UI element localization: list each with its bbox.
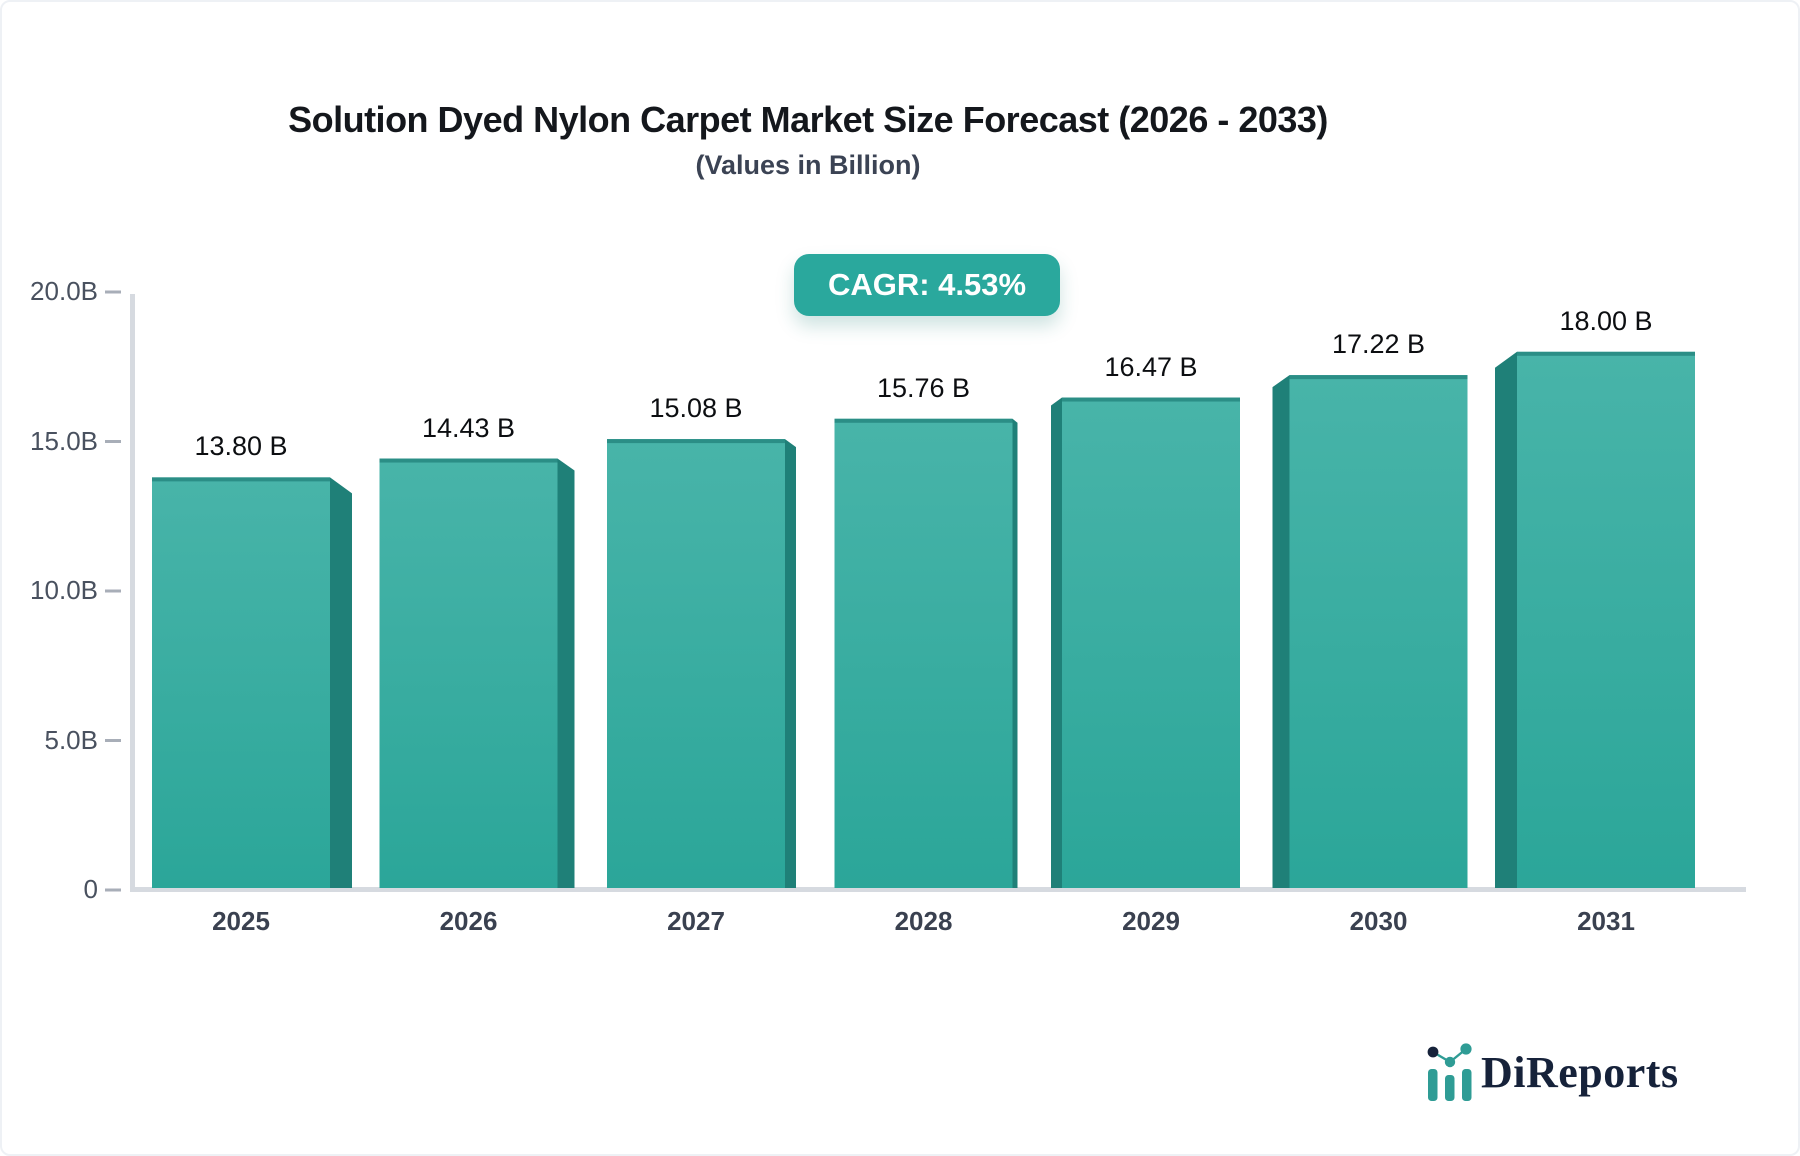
bar-front-face	[607, 439, 785, 888]
bar-value-label: 13.80 B	[194, 431, 288, 462]
bar-side-face	[785, 439, 796, 888]
chart-subtitle: (Values in Billion)	[695, 150, 921, 180]
bar-front-face	[1289, 375, 1468, 888]
x-axis-line	[130, 887, 1746, 892]
x-tick-label: 2029	[1122, 906, 1180, 936]
brand-logo: DiReports	[1426, 1034, 1679, 1110]
brand-chart-icon	[1427, 1043, 1472, 1101]
y-tick-mark	[105, 440, 121, 443]
bar-side-face	[1051, 397, 1062, 888]
bar-value-label: 18.00 B	[1559, 305, 1653, 336]
bar-top-edge	[1289, 375, 1468, 380]
y-tick-label: 20.0B	[30, 276, 98, 306]
x-tick-label: 2030	[1349, 906, 1408, 936]
bar-top-edge	[379, 458, 558, 463]
bar-top-edge	[152, 477, 330, 482]
x-tick-label: 2031	[1577, 906, 1635, 936]
y-tick-mark	[105, 589, 121, 593]
y-tick-label: 5.0B	[44, 724, 99, 755]
bar-front-face	[152, 477, 330, 888]
y-tick-label: 0	[83, 874, 98, 904]
bar-front-face	[1062, 397, 1240, 888]
chart-title: Solution Dyed Nylon Carpet Market Size F…	[288, 99, 1328, 140]
bar-front-face	[834, 418, 1013, 888]
bar-side-face	[557, 458, 575, 888]
axes	[105, 290, 1746, 892]
bar-value-label: 15.08 B	[649, 393, 743, 424]
x-tick-label: 2026	[439, 906, 498, 936]
y-tick-mark	[105, 290, 121, 294]
bar-top-edge	[834, 418, 1013, 423]
bar-side-face	[1012, 418, 1018, 888]
y-tick-label: 15.0B	[30, 425, 98, 456]
bar-front-face	[379, 458, 558, 888]
bar-value-label: 17.22 B	[1331, 329, 1426, 360]
bar-top-edge	[1062, 397, 1240, 402]
bar-top-edge	[1517, 351, 1695, 356]
x-tick-label: 2027	[667, 906, 725, 936]
bar-top-edge	[607, 439, 785, 444]
bar-side-face	[1495, 351, 1517, 888]
bar-side-face	[330, 477, 352, 888]
y-tick-mark	[105, 739, 121, 742]
bar-front-face	[1517, 351, 1695, 888]
bar-value-label: 14.43 B	[421, 412, 516, 443]
brand-name: DiReports	[1481, 1047, 1679, 1097]
x-tick-label: 2028	[894, 906, 953, 936]
y-tick-mark	[105, 888, 121, 892]
y-tick-label: 10.0B	[30, 575, 98, 605]
bars	[152, 351, 1695, 888]
bar-value-label: 16.47 B	[1104, 351, 1198, 382]
cagr-badge: CAGR: 4.53%	[794, 254, 1060, 316]
bar-value-label: 15.76 B	[876, 372, 971, 403]
y-axis-line	[130, 294, 135, 887]
bar-side-face	[1272, 375, 1290, 888]
x-tick-label: 2025	[212, 906, 270, 936]
